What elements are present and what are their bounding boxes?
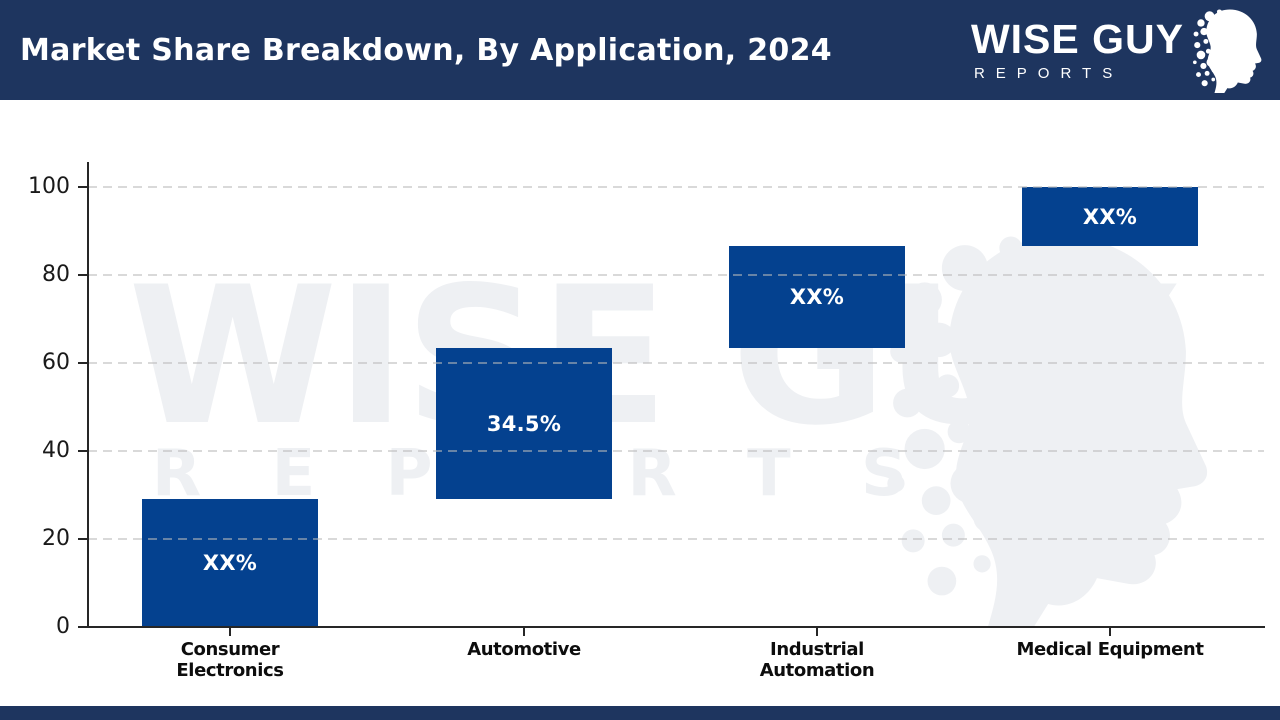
- logo-subtext: REPORTS: [973, 64, 1124, 82]
- bar-value-label-consumer-electronics: XX%: [202, 551, 258, 576]
- x-axis-tick-medical-equipment: [1109, 627, 1111, 636]
- logo-head-icon: [1192, 9, 1262, 93]
- x-category-label-line: Industrial: [770, 639, 864, 660]
- bar-value-label-industrial-automation: XX%: [789, 285, 845, 310]
- x-axis-line: [87, 626, 1265, 628]
- gridline-60: [88, 362, 1264, 364]
- y-axis-tick-40: [78, 450, 87, 452]
- x-category-label-industrial-automation: Industrial Automation: [687, 639, 947, 681]
- page-title: Market Share Breakdown, By Application, …: [20, 32, 832, 68]
- x-category-label-line: Automation: [759, 660, 875, 681]
- x-category-label-automotive: Automotive: [394, 639, 654, 660]
- header-bar: Market Share Breakdown, By Application, …: [0, 0, 1280, 100]
- wise-guy-reports-logo: WISE GUY REPORTS: [971, 6, 1266, 94]
- x-category-label-consumer-electronics: Consumer Electronics: [100, 639, 360, 681]
- y-axis-tick-label-40: 40: [42, 438, 70, 463]
- y-axis-tick-label-0: 0: [56, 614, 70, 639]
- y-axis-tick-label-60: 60: [42, 350, 70, 375]
- x-category-label-line: Medical Equipment: [1016, 639, 1204, 660]
- y-axis-tick-label-100: 100: [28, 174, 70, 199]
- y-axis-tick-label-20: 20: [42, 526, 70, 551]
- x-category-label-line: Electronics: [176, 660, 284, 681]
- bar-consumer-electronics: XX%: [142, 499, 318, 627]
- x-axis-tick-consumer-electronics: [229, 627, 231, 636]
- x-axis-tick-automotive: [523, 627, 525, 636]
- gridline-100: [88, 186, 1264, 188]
- x-category-label-medical-equipment: Medical Equipment: [980, 639, 1240, 660]
- y-axis-tick-0: [78, 626, 87, 628]
- bar-medical-equipment: XX%: [1022, 187, 1198, 247]
- bar-value-label-automotive: 34.5%: [486, 411, 562, 436]
- bar-value-label-medical-equipment: XX%: [1082, 204, 1138, 229]
- x-category-label-line: Automotive: [467, 639, 581, 660]
- gridline-40: [88, 450, 1264, 452]
- y-axis-tick-100: [78, 186, 87, 188]
- logo-text: WISE GUY REPORTS: [970, 15, 1184, 82]
- y-axis-tick-60: [78, 362, 87, 364]
- gridline-20: [88, 538, 1264, 540]
- y-axis-tick-label-80: 80: [42, 262, 70, 287]
- x-category-label-line: Consumer: [180, 639, 280, 660]
- footer-bar: [0, 706, 1280, 720]
- gridline-80: [88, 274, 1264, 276]
- logo-wordmark: WISE GUY: [970, 15, 1184, 62]
- y-axis-tick-80: [78, 274, 87, 276]
- bar-automotive: 34.5%: [436, 347, 612, 500]
- y-axis-tick-20: [78, 538, 87, 540]
- bar-industrial-automation: XX%: [729, 246, 905, 348]
- y-axis-line: [87, 162, 89, 628]
- x-axis-tick-industrial-automation: [816, 627, 818, 636]
- watermark-head-icon: [887, 236, 1208, 627]
